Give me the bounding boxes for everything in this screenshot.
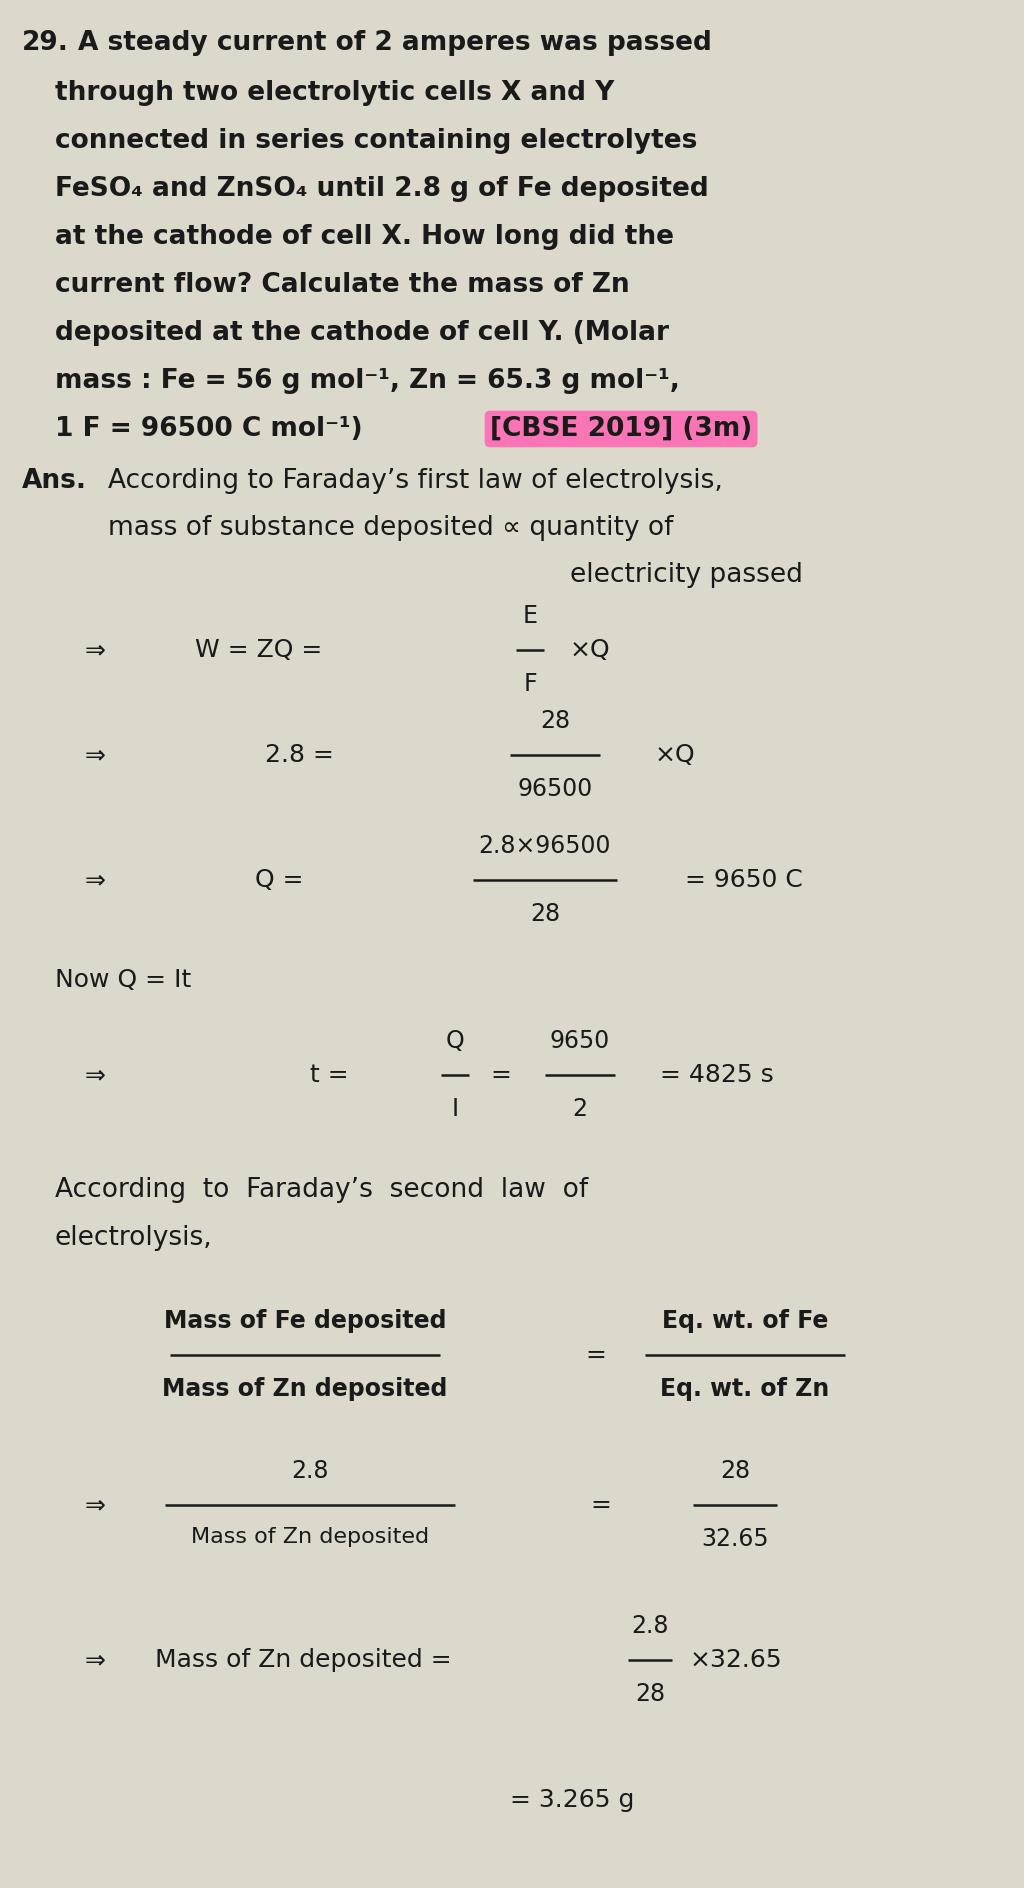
Text: mass of substance deposited ∝ quantity of: mass of substance deposited ∝ quantity o…: [108, 515, 674, 542]
Text: W = ZQ =: W = ZQ =: [195, 638, 331, 663]
Text: 28: 28: [720, 1459, 750, 1482]
Text: Eq. wt. of Zn: Eq. wt. of Zn: [660, 1376, 829, 1401]
Text: [CBSE 2019] (3m): [CBSE 2019] (3m): [490, 415, 753, 442]
Text: ×Q: ×Q: [655, 744, 695, 767]
Text: 2.8×96500: 2.8×96500: [479, 834, 611, 857]
Text: 96500: 96500: [517, 778, 593, 801]
Text: =: =: [490, 1063, 511, 1087]
Text: Eq. wt. of Fe: Eq. wt. of Fe: [662, 1308, 828, 1333]
Text: ⇒: ⇒: [85, 1063, 106, 1087]
Text: Q =: Q =: [255, 868, 311, 891]
Text: Mass of Zn deposited: Mass of Zn deposited: [190, 1527, 429, 1546]
Text: ⇒: ⇒: [85, 744, 106, 767]
Text: connected in series containing electrolytes: connected in series containing electroly…: [55, 128, 697, 155]
Text: I: I: [452, 1097, 459, 1121]
Text: Q: Q: [445, 1029, 464, 1054]
Text: = 3.265 g: = 3.265 g: [510, 1788, 635, 1812]
Text: mass : Fe = 56 g mol⁻¹, Zn = 65.3 g mol⁻¹,: mass : Fe = 56 g mol⁻¹, Zn = 65.3 g mol⁻…: [55, 368, 680, 395]
Text: Ans.: Ans.: [22, 468, 87, 495]
Text: 28: 28: [540, 710, 570, 733]
Text: 1 F = 96500 C mol⁻¹): 1 F = 96500 C mol⁻¹): [55, 415, 362, 442]
Text: electrolysis,: electrolysis,: [55, 1225, 213, 1252]
Text: E: E: [522, 604, 538, 629]
Text: 29.: 29.: [22, 30, 69, 57]
Text: 2: 2: [572, 1097, 588, 1121]
Text: =: =: [585, 1342, 606, 1367]
Text: through two electrolytic cells X and Y: through two electrolytic cells X and Y: [55, 79, 614, 106]
Text: ⇒: ⇒: [85, 638, 106, 663]
Text: ×Q: ×Q: [570, 638, 610, 663]
Text: Mass of Zn deposited: Mass of Zn deposited: [163, 1376, 447, 1401]
Text: 32.65: 32.65: [701, 1527, 769, 1552]
Text: 28: 28: [530, 902, 560, 925]
Text: ×32.65: ×32.65: [690, 1648, 782, 1673]
Text: electricity passed: electricity passed: [570, 563, 803, 587]
Text: at the cathode of cell X. How long did the: at the cathode of cell X. How long did t…: [55, 225, 674, 249]
Text: = 9650 C: = 9650 C: [685, 868, 803, 891]
Text: Now Q = It: Now Q = It: [55, 969, 191, 991]
Text: 2.8 =: 2.8 =: [265, 744, 342, 767]
Text: A steady current of 2 amperes was passed: A steady current of 2 amperes was passed: [78, 30, 712, 57]
Text: deposited at the cathode of cell Y. (Molar: deposited at the cathode of cell Y. (Mol…: [55, 319, 669, 346]
Text: 2.8: 2.8: [631, 1614, 669, 1639]
Text: 9650: 9650: [550, 1029, 610, 1054]
Text: = 4825 s: = 4825 s: [660, 1063, 774, 1087]
Text: FeSO₄ and ZnSO₄ until 2.8 g of Fe deposited: FeSO₄ and ZnSO₄ until 2.8 g of Fe deposi…: [55, 176, 709, 202]
Text: t =: t =: [310, 1063, 356, 1087]
Text: 28: 28: [635, 1682, 665, 1707]
Text: Mass of Fe deposited: Mass of Fe deposited: [164, 1308, 446, 1333]
Text: According  to  Faraday’s  second  law  of: According to Faraday’s second law of: [55, 1176, 588, 1203]
Text: F: F: [523, 672, 537, 697]
Text: According to Faraday’s first law of electrolysis,: According to Faraday’s first law of elec…: [108, 468, 723, 495]
Text: current flow? Calculate the mass of Zn: current flow? Calculate the mass of Zn: [55, 272, 630, 298]
Text: ⇒: ⇒: [85, 1648, 106, 1673]
Text: =: =: [590, 1493, 611, 1516]
Text: ⇒: ⇒: [85, 1493, 106, 1516]
Text: 2.8: 2.8: [291, 1459, 329, 1482]
Text: ⇒: ⇒: [85, 868, 106, 891]
Text: Mass of Zn deposited =: Mass of Zn deposited =: [155, 1648, 460, 1673]
